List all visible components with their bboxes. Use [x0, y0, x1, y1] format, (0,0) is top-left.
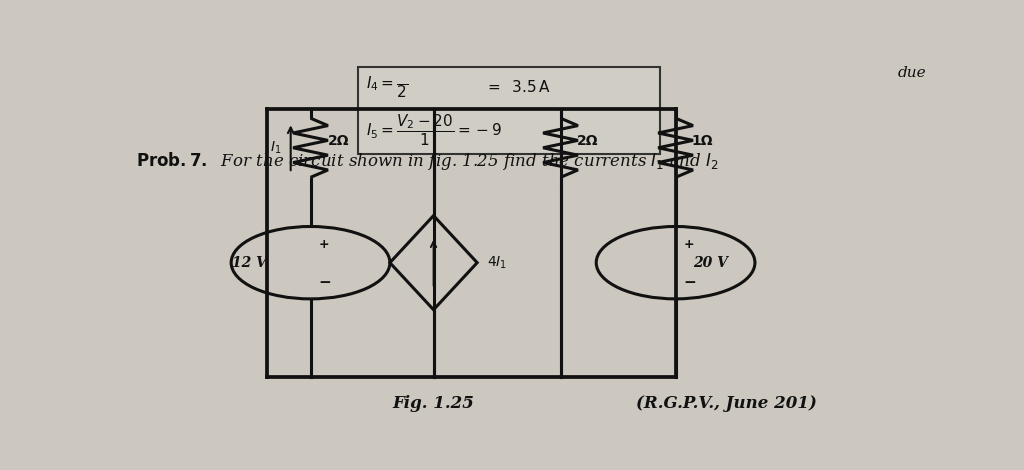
Text: +: + [318, 238, 329, 251]
Text: −: − [684, 275, 696, 290]
Text: $\mathbf{Prob.7.}$  For the circuit shown in fig. 1.25 find the currents $I_1$ a: $\mathbf{Prob.7.}$ For the circuit shown… [136, 150, 719, 172]
Text: 2Ω: 2Ω [328, 133, 349, 148]
Text: $I_1$: $I_1$ [269, 140, 282, 156]
Text: 12 V: 12 V [232, 256, 267, 270]
Text: $= \;\; 3.5\,\mathrm{A}$: $= \;\; 3.5\,\mathrm{A}$ [485, 79, 551, 95]
FancyBboxPatch shape [358, 67, 659, 154]
Text: due: due [898, 66, 927, 80]
Text: −: − [318, 275, 331, 290]
Text: 2Ω: 2Ω [577, 133, 598, 148]
Text: 1Ω: 1Ω [691, 133, 713, 148]
Text: $I_5 = \dfrac{V_2 - 20}{1} = -9$: $I_5 = \dfrac{V_2 - 20}{1} = -9$ [367, 113, 503, 149]
Text: $4I_1$: $4I_1$ [486, 254, 507, 271]
Text: $I_4 = \dfrac{\;\;}{2}$: $I_4 = \dfrac{\;\;}{2}$ [367, 74, 409, 100]
Text: (R.G.P.V., June 201): (R.G.P.V., June 201) [636, 395, 817, 412]
Text: +: + [684, 238, 694, 251]
Text: Fig. 1.25: Fig. 1.25 [392, 395, 474, 412]
Text: 20 V: 20 V [693, 256, 728, 270]
